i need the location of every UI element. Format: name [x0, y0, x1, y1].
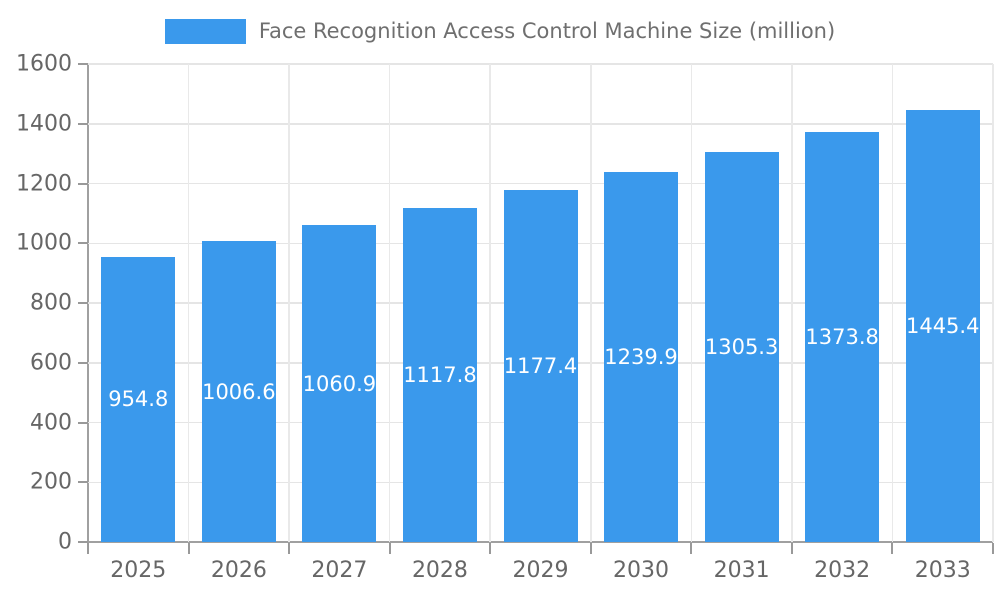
gridline-vertical: [489, 64, 491, 542]
x-tick-label-2026: 2026: [210, 558, 267, 583]
chart-legend[interactable]: Face Recognition Access Control Machine …: [0, 19, 1000, 44]
y-tick-mark: [78, 242, 88, 245]
gridline-vertical: [288, 64, 290, 542]
gridline-vertical: [690, 64, 693, 542]
bar-value-label-2028: 1117.8: [403, 363, 477, 388]
y-tick-mark: [78, 361, 88, 364]
x-tick-mark: [690, 543, 693, 554]
bar-value-label-2031: 1305.3: [704, 335, 779, 360]
bar-2027[interactable]: [302, 225, 377, 542]
x-tick-label-2032: 2032: [814, 558, 871, 583]
x-tick-mark: [187, 543, 190, 554]
bar-value-label-2033: 1445.4: [905, 314, 980, 339]
y-tick-label: 800: [30, 290, 72, 316]
bar-2025[interactable]: [101, 256, 176, 542]
x-tick-mark: [388, 543, 391, 554]
legend-label: Face Recognition Access Control Machine …: [258, 19, 836, 43]
y-tick-mark: [78, 302, 88, 304]
x-tick-label-2033: 2033: [914, 558, 971, 583]
gridline-vertical: [187, 64, 190, 542]
x-tick-mark: [790, 543, 793, 554]
y-tick-label: 600: [30, 350, 72, 376]
y-tick-label: 1200: [16, 171, 72, 196]
y-axis-line: [86, 64, 89, 554]
y-tick-label: 200: [30, 469, 72, 495]
gridline-vertical: [891, 64, 894, 542]
x-tick-label-2025: 2025: [110, 558, 167, 583]
y-tick-label: 1600: [16, 51, 72, 77]
bar-2026[interactable]: [201, 241, 276, 542]
x-tick-mark: [87, 543, 89, 554]
y-tick-mark: [78, 481, 88, 484]
x-tick-label-2030: 2030: [613, 558, 670, 583]
y-tick-label: 1400: [16, 111, 72, 137]
bar-value-label-2029: 1177.4: [503, 354, 578, 379]
bar-value-label-2026: 1006.6: [202, 379, 276, 404]
x-tick-label-2031: 2031: [713, 558, 770, 583]
x-tick-label-2027: 2027: [311, 558, 368, 583]
bar-2033[interactable]: [905, 110, 980, 542]
bar-2029[interactable]: [503, 190, 578, 542]
bar-2030[interactable]: [604, 171, 679, 542]
x-axis-line: [78, 541, 993, 543]
x-tick-mark: [992, 543, 994, 554]
y-tick-mark: [78, 63, 88, 65]
bar-2028[interactable]: [402, 208, 477, 542]
y-tick-mark: [78, 541, 88, 543]
gridline-horizontal: [88, 182, 993, 185]
x-tick-mark: [589, 543, 592, 554]
gridline-vertical: [791, 64, 793, 542]
bar-value-label-2032: 1373.8: [805, 324, 879, 349]
y-tick-mark: [78, 421, 88, 424]
gridline-vertical: [388, 64, 391, 542]
gridline-horizontal: [88, 63, 993, 65]
x-tick-mark: [891, 543, 894, 554]
y-tick-mark: [78, 182, 88, 185]
x-tick-mark: [489, 543, 492, 554]
bar-2032[interactable]: [805, 131, 880, 542]
bar-value-label-2027: 1060.9: [302, 371, 377, 396]
plot-area: 954.8 1006.6 1060.9 1117.8 1177.4 1239.9 1305.…: [88, 63, 994, 542]
y-tick-label: 400: [30, 410, 72, 435]
gridline-vertical: [590, 64, 592, 542]
legend-swatch: [164, 19, 246, 44]
bar-value-label-2025: 954.8: [108, 387, 169, 412]
x-tick-label-2028: 2028: [411, 558, 468, 583]
x-tick-mark: [288, 543, 291, 554]
y-tick-label: 1000: [16, 230, 72, 256]
bar-value-label-2030: 1239.9: [604, 344, 678, 369]
gridline-vertical: [992, 64, 994, 542]
bar-2031[interactable]: [704, 152, 779, 542]
y-tick-mark: [78, 122, 88, 125]
gridline-horizontal: [88, 123, 993, 125]
x-tick-label-2029: 2029: [512, 558, 569, 583]
y-tick-label: 0: [58, 529, 72, 555]
